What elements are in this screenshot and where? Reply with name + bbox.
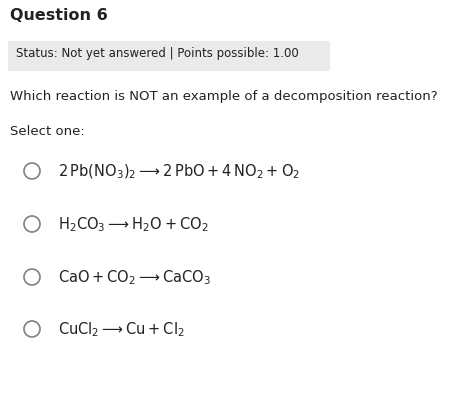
Text: $\mathregular{CuCl_2 \longrightarrow Cu + Cl_2}$: $\mathregular{CuCl_2 \longrightarrow Cu … (58, 320, 185, 339)
Text: $\mathregular{CaO + CO_2 \longrightarrow CaCO_3}$: $\mathregular{CaO + CO_2 \longrightarrow… (58, 268, 211, 287)
Text: Which reaction is NOT an example of a decomposition reaction?: Which reaction is NOT an example of a de… (10, 90, 438, 103)
Text: Select one:: Select one: (10, 125, 85, 138)
Text: Status: Not yet answered | Points possible: 1.00: Status: Not yet answered | Points possib… (16, 47, 299, 60)
Text: Question 6: Question 6 (10, 8, 108, 23)
Text: $\mathregular{2\,Pb(NO_3)_2 \longrightarrow 2\,PbO + 4\,NO_2 + O_2}$: $\mathregular{2\,Pb(NO_3)_2 \longrightar… (58, 162, 300, 181)
Bar (8, 42, 330, 72)
Text: $\mathregular{H_2CO_3 \longrightarrow H_2O + CO_2}$: $\mathregular{H_2CO_3 \longrightarrow H_… (58, 215, 209, 234)
